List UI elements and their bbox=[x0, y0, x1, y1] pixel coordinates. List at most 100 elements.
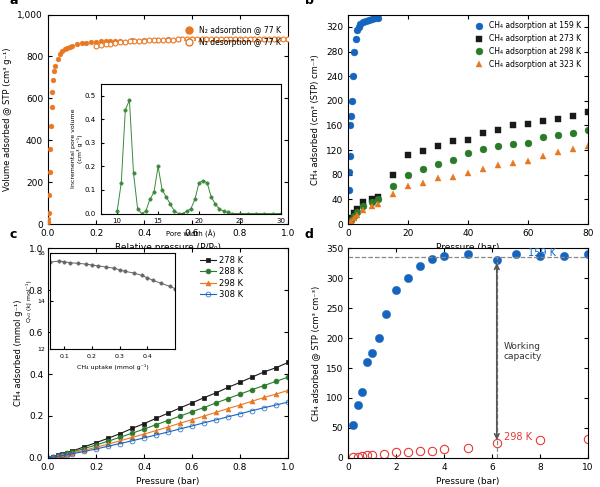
298 K bbox=[140, 431, 148, 437]
CH₄ adsorption at 323 K bbox=[464, 170, 472, 176]
CH₄ adsorption at 273 K bbox=[368, 196, 376, 202]
X-axis label: Relative pressure (P/P₀): Relative pressure (P/P₀) bbox=[115, 244, 221, 252]
288 K bbox=[272, 378, 280, 384]
288 K bbox=[140, 426, 148, 432]
CH₄ adsorption at 159 K bbox=[350, 49, 358, 55]
CH₄ adsorption at 273 K bbox=[389, 172, 397, 178]
308 K bbox=[200, 420, 208, 426]
CH₄ adsorption at 159 K bbox=[345, 187, 352, 193]
CH₄ adsorption at 298 K bbox=[434, 161, 442, 167]
308 K bbox=[152, 432, 160, 438]
298 K bbox=[272, 391, 280, 397]
308 K bbox=[284, 399, 292, 405]
CH₄ adsorption at 273 K bbox=[353, 206, 361, 211]
Y-axis label: CH₄ adsorbed (cm³ (STP) cm⁻³): CH₄ adsorbed (cm³ (STP) cm⁻³) bbox=[311, 54, 320, 185]
CH₄ adsorption at 298 K bbox=[539, 133, 547, 139]
278 K bbox=[236, 379, 244, 385]
298 K bbox=[200, 413, 208, 419]
CH₄ adsorption at 323 K bbox=[554, 149, 562, 155]
CH₄ adsorption at 323 K bbox=[449, 174, 457, 180]
288 K bbox=[236, 391, 244, 397]
CH₄ adsorption at 159 K bbox=[348, 98, 355, 104]
CH₄ adsorption at 159 K bbox=[359, 19, 367, 25]
278 K bbox=[104, 435, 112, 441]
CH₄ adsorption at 298 K bbox=[368, 199, 376, 205]
Legend: 278 K, 288 K, 298 K, 308 K: 278 K, 288 K, 298 K, 308 K bbox=[196, 253, 246, 303]
298 K bbox=[92, 444, 100, 450]
288 K bbox=[224, 395, 232, 401]
278 K bbox=[64, 450, 71, 455]
288 K bbox=[92, 442, 100, 448]
288 K bbox=[116, 434, 124, 440]
CH₄ adsorption at 298 K bbox=[404, 172, 412, 178]
Text: c: c bbox=[10, 228, 17, 241]
308 K bbox=[188, 423, 196, 429]
Text: b: b bbox=[305, 0, 314, 7]
278 K bbox=[212, 390, 220, 396]
CH₄ adsorption at 298 K bbox=[449, 157, 457, 163]
CH₄ adsorption at 323 K bbox=[346, 220, 353, 225]
308 K bbox=[236, 411, 244, 417]
CH₄ adsorption at 298 K bbox=[584, 128, 592, 133]
Line: CH₄ adsorption at 298 K: CH₄ adsorption at 298 K bbox=[346, 127, 592, 225]
CH₄ adsorption at 298 K bbox=[347, 217, 355, 223]
CH₄ adsorption at 159 K bbox=[353, 27, 361, 33]
Y-axis label: CH₄ adsorbed (mmol g⁻¹): CH₄ adsorbed (mmol g⁻¹) bbox=[14, 300, 23, 406]
CH₄ adsorption at 273 K bbox=[350, 210, 358, 216]
CH₄ adsorption at 323 K bbox=[539, 153, 547, 159]
288 K bbox=[49, 454, 56, 460]
288 K bbox=[59, 452, 66, 458]
278 K bbox=[59, 451, 66, 457]
Line: 308 K: 308 K bbox=[46, 400, 290, 460]
CH₄ adsorption at 323 K bbox=[584, 144, 592, 150]
308 K bbox=[116, 441, 124, 447]
288 K bbox=[104, 438, 112, 444]
298 K bbox=[188, 417, 196, 423]
298 K bbox=[68, 450, 76, 456]
308 K bbox=[54, 453, 61, 459]
298 K bbox=[104, 441, 112, 447]
278 K bbox=[260, 369, 268, 375]
288 K bbox=[152, 422, 160, 428]
CH₄ adsorption at 159 K bbox=[346, 153, 353, 159]
278 K bbox=[68, 448, 76, 454]
CH₄ adsorption at 298 K bbox=[389, 184, 397, 189]
CH₄ adsorption at 159 K bbox=[349, 73, 356, 79]
298 K bbox=[224, 406, 232, 412]
278 K bbox=[164, 410, 172, 416]
278 K bbox=[92, 440, 100, 446]
CH₄ adsorption at 273 K bbox=[347, 215, 355, 221]
CH₄ adsorption at 273 K bbox=[404, 152, 412, 158]
CH₄ adsorption at 273 K bbox=[494, 127, 502, 132]
CH₄ adsorption at 273 K bbox=[569, 113, 577, 119]
CH₄ adsorption at 159 K bbox=[355, 24, 362, 30]
CH₄ adsorption at 159 K bbox=[346, 169, 353, 175]
278 K bbox=[128, 426, 136, 431]
CH₄ adsorption at 323 K bbox=[374, 201, 382, 206]
308 K bbox=[59, 452, 66, 458]
Text: 159 K: 159 K bbox=[528, 247, 556, 258]
308 K bbox=[104, 443, 112, 449]
298 K bbox=[212, 410, 220, 415]
278 K bbox=[284, 359, 292, 365]
CH₄ adsorption at 323 K bbox=[368, 203, 376, 209]
298 K bbox=[116, 438, 124, 444]
288 K bbox=[128, 431, 136, 436]
CH₄ adsorption at 273 K bbox=[434, 143, 442, 149]
298 K bbox=[49, 454, 56, 460]
Line: 288 K: 288 K bbox=[46, 375, 290, 460]
Line: CH₄ adsorption at 273 K: CH₄ adsorption at 273 K bbox=[346, 109, 592, 225]
308 K bbox=[140, 435, 148, 441]
308 K bbox=[224, 414, 232, 420]
CH₄ adsorption at 159 K bbox=[362, 18, 370, 24]
CH₄ adsorption at 159 K bbox=[365, 17, 373, 22]
CH₄ adsorption at 323 K bbox=[494, 162, 502, 168]
278 K bbox=[116, 431, 124, 437]
288 K bbox=[68, 449, 76, 455]
278 K bbox=[152, 415, 160, 421]
CH₄ adsorption at 273 K bbox=[374, 194, 382, 200]
CH₄ adsorption at 298 K bbox=[353, 209, 361, 215]
CH₄ adsorption at 298 K bbox=[479, 146, 487, 152]
288 K bbox=[64, 450, 71, 456]
Text: d: d bbox=[305, 228, 314, 241]
